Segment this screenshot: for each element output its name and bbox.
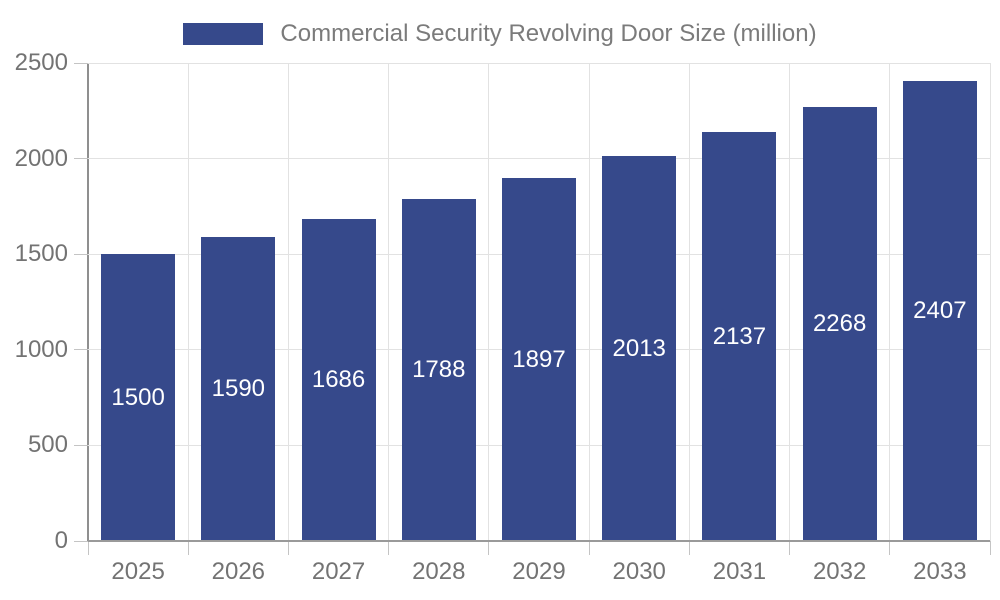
y-tick-label: 500: [27, 431, 68, 459]
v-gridline: [287, 63, 289, 541]
y-tick-mark: [74, 158, 88, 160]
x-tick-label: 2028: [412, 558, 466, 585]
x-tick-label: 2032: [812, 558, 867, 585]
bar-value-label: 1590: [211, 375, 266, 402]
x-tick-mark: [789, 541, 791, 555]
bar-2030: 2013: [602, 156, 677, 541]
x-tick-mark: [488, 541, 490, 555]
x-tick-mark: [87, 541, 89, 555]
x-tick-mark: [187, 541, 189, 555]
bar-value-label: 2268: [812, 310, 867, 338]
x-tick-mark: [889, 541, 891, 555]
y-tick-label: 2500: [14, 49, 68, 76]
bar-value-label: 1788: [412, 356, 466, 384]
x-tick-label: 2029: [512, 558, 566, 585]
h-gridline: [88, 158, 990, 160]
v-gridline: [889, 63, 891, 541]
x-tick-label: 2031: [712, 558, 767, 585]
x-tick-label: 2025: [111, 558, 165, 585]
plot-area: 0 500 1000 1500 2000 2500 1500 2025 1590 2026 1686…: [15, 49, 991, 585]
bar-2025: 1500: [101, 254, 176, 541]
v-gridline: [688, 63, 690, 541]
x-tick-mark: [287, 541, 289, 555]
bar-2029: 1897: [502, 178, 576, 541]
legend-swatch-icon: [183, 23, 264, 45]
bar-2032: 2268: [802, 107, 877, 541]
x-tick-label: 2033: [913, 558, 967, 585]
bar-value-label: 2407: [913, 296, 967, 324]
x-tick-label: 2027: [311, 558, 366, 585]
v-gridline: [588, 63, 590, 541]
x-tick-mark: [989, 541, 991, 555]
x-tick-mark: [388, 541, 390, 555]
y-tick-mark: [74, 253, 88, 255]
y-tick-label: 2000: [14, 144, 68, 172]
v-gridline: [789, 63, 791, 541]
bar-value-label: 1897: [512, 345, 566, 373]
legend-label: Commercial Security Revolving Door Size …: [280, 20, 817, 47]
bar-2027: 1686: [301, 218, 376, 541]
y-tick-label: 0: [54, 527, 68, 554]
y-tick-mark: [74, 349, 88, 351]
x-tick-label: 2030: [612, 558, 666, 585]
v-gridline: [989, 63, 991, 541]
x-tick-mark: [688, 541, 690, 555]
bar-value-label: 1686: [311, 365, 366, 393]
y-axis-line: [87, 63, 89, 541]
v-gridline: [488, 63, 490, 541]
x-tick-mark: [588, 541, 590, 555]
y-tick-mark: [74, 540, 88, 542]
y-tick-mark: [74, 62, 88, 64]
v-gridline: [388, 63, 390, 541]
h-gridline: [88, 62, 990, 64]
x-axis-line: [88, 540, 990, 542]
bar-2031: 2137: [702, 132, 777, 541]
bar-2028: 1788: [401, 199, 476, 541]
bar-value-label: 1500: [111, 383, 165, 411]
bar-2026: 1590: [201, 237, 276, 541]
bar-value-label: 2137: [712, 322, 767, 350]
y-tick-label: 1000: [14, 335, 68, 363]
y-tick-mark: [74, 444, 88, 446]
x-tick-label: 2026: [211, 558, 266, 585]
bar-value-label: 2013: [612, 334, 666, 362]
legend: Commercial Security Revolving Door Size …: [0, 20, 1000, 48]
v-gridline: [187, 63, 189, 541]
y-tick-label: 1500: [14, 240, 68, 268]
bar-2033: 2407: [902, 80, 977, 541]
